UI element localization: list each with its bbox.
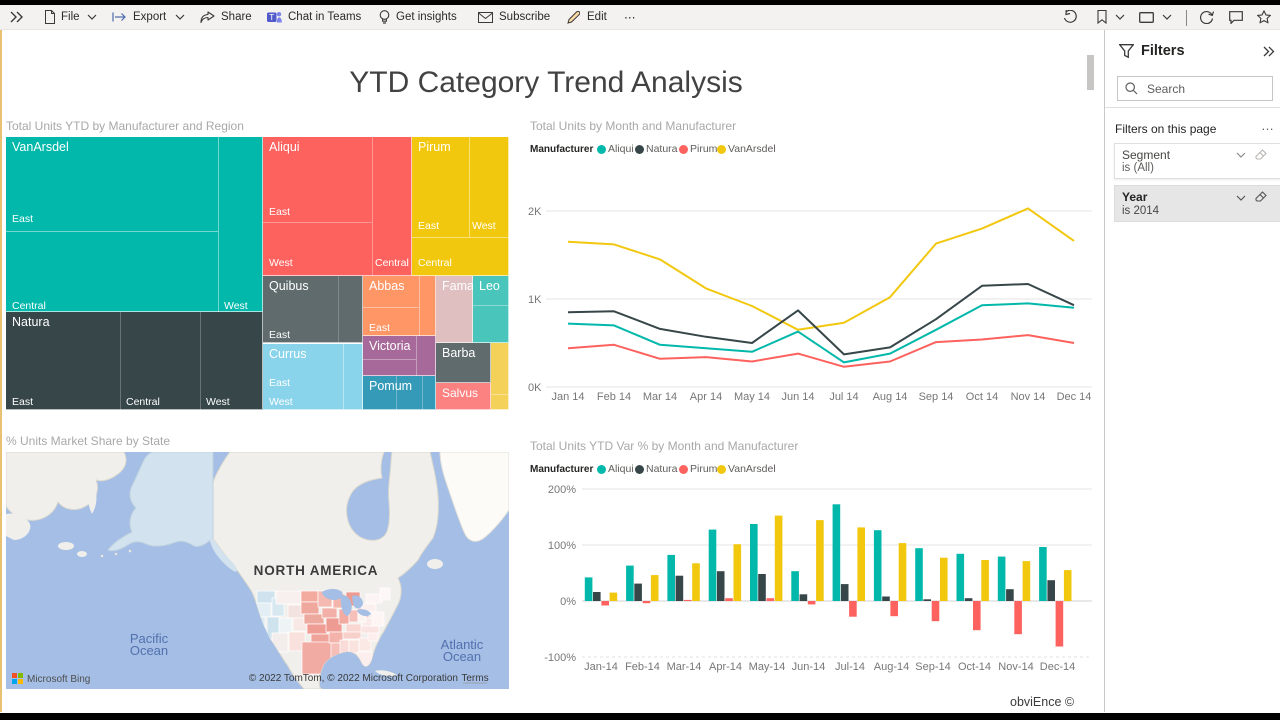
svg-text:Dec 14: Dec 14 — [1057, 391, 1092, 403]
svg-text:Terms: Terms — [461, 673, 488, 684]
svg-text:Nov 14: Nov 14 — [1011, 391, 1046, 403]
svg-text:Apr 14: Apr 14 — [690, 391, 722, 403]
svg-text:Apr-14: Apr-14 — [709, 661, 742, 673]
svg-text:Dec-14: Dec-14 — [1040, 661, 1075, 673]
svg-text:100%: 100% — [548, 540, 576, 552]
svg-text:Atlantic: Atlantic — [441, 637, 484, 652]
svg-text:Jul 14: Jul 14 — [829, 391, 858, 403]
svg-text:May-14: May-14 — [749, 661, 786, 673]
svg-text:Feb-14: Feb-14 — [625, 661, 660, 673]
svg-text:Aug 14: Aug 14 — [873, 391, 908, 403]
svg-text:Oct 14: Oct 14 — [966, 391, 998, 403]
svg-text:Jun 14: Jun 14 — [781, 391, 814, 403]
svg-text:Mar-14: Mar-14 — [667, 661, 702, 673]
svg-text:Jul-14: Jul-14 — [835, 661, 865, 673]
svg-text:2K: 2K — [528, 206, 542, 218]
svg-text:0%: 0% — [560, 596, 576, 608]
svg-text:-100%: -100% — [544, 652, 576, 664]
svg-text:May 14: May 14 — [734, 391, 770, 403]
svg-text:NORTH AMERICA: NORTH AMERICA — [254, 563, 379, 578]
svg-text:Feb 14: Feb 14 — [597, 391, 631, 403]
svg-text:Oct-14: Oct-14 — [958, 661, 991, 673]
svg-text:0K: 0K — [528, 382, 542, 394]
svg-text:T: T — [269, 12, 274, 22]
svg-text:Aug-14: Aug-14 — [874, 661, 909, 673]
svg-text:200%: 200% — [548, 484, 576, 496]
svg-text:Microsoft Bing: Microsoft Bing — [27, 674, 90, 685]
svg-text:Ocean: Ocean — [443, 649, 481, 664]
svg-text:Jan-14: Jan-14 — [584, 661, 618, 673]
svg-text:Jan 14: Jan 14 — [551, 391, 584, 403]
svg-text:Nov-14: Nov-14 — [998, 661, 1033, 673]
svg-text:Jun-14: Jun-14 — [792, 661, 826, 673]
svg-text:Mar 14: Mar 14 — [643, 391, 677, 403]
svg-text:1K: 1K — [528, 294, 542, 306]
svg-text:Ocean: Ocean — [130, 643, 168, 658]
svg-text:Pacific: Pacific — [130, 631, 169, 646]
svg-text:Sep-14: Sep-14 — [915, 661, 950, 673]
svg-text:© 2022 TomTom, © 2022 Microsof: © 2022 TomTom, © 2022 Microsoft Corporat… — [249, 673, 458, 684]
svg-text:Sep 14: Sep 14 — [919, 391, 954, 403]
